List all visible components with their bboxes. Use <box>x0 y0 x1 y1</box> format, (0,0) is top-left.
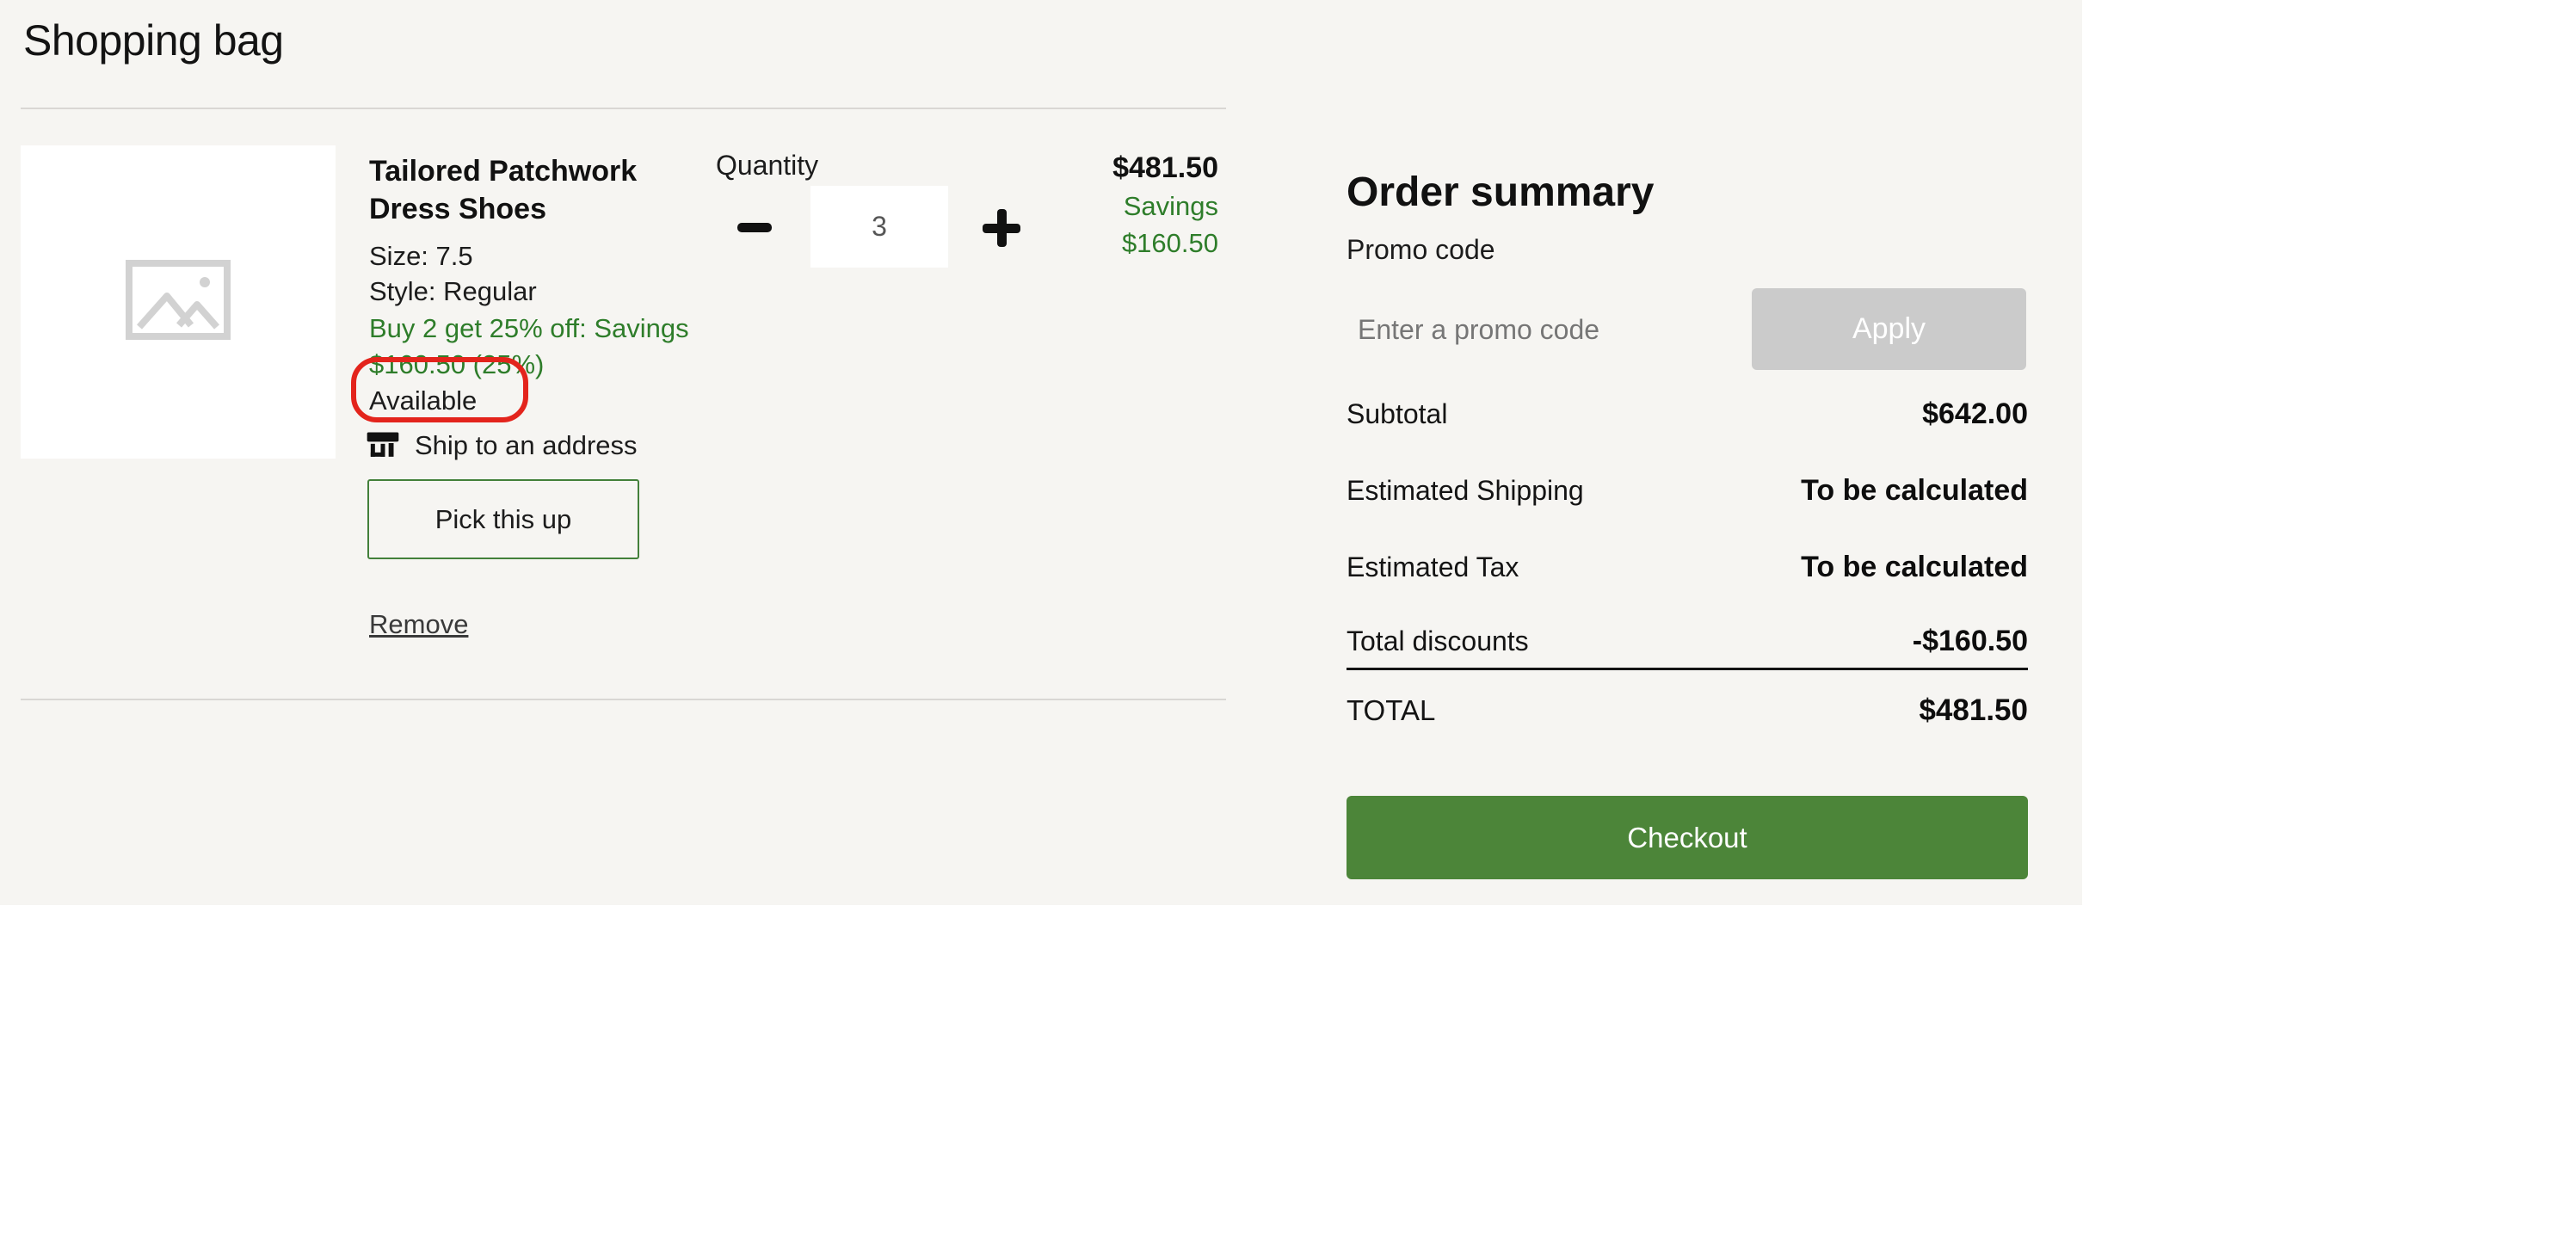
summary-row-shipping: Estimated Shipping To be calculated <box>1347 474 2028 508</box>
row-value: -$160.50 <box>1912 625 2028 657</box>
ship-option-row: Ship to an address <box>366 427 638 464</box>
quantity-decrease-button[interactable] <box>730 205 779 250</box>
summary-row-tax: Estimated Tax To be calculated <box>1347 551 2028 584</box>
quantity-label: Quantity <box>716 150 819 181</box>
page-title: Shopping bag <box>23 16 284 65</box>
total-value: $481.50 <box>1919 693 2028 727</box>
apply-promo-button[interactable]: Apply <box>1752 288 2026 370</box>
item-savings-value: $160.50 <box>1121 228 1218 258</box>
item-price: $481.50 <box>1112 151 1218 184</box>
promo-code-label: Promo code <box>1347 234 1495 265</box>
product-size: Size: 7.5 <box>369 241 473 271</box>
row-label: Estimated Shipping <box>1347 475 1584 506</box>
row-label: Subtotal <box>1347 398 1448 429</box>
order-summary-heading: Order summary <box>1347 169 1655 215</box>
remove-item-link[interactable]: Remove <box>369 609 469 639</box>
row-label: Estimated Tax <box>1347 551 1519 582</box>
availability-status: Available <box>369 385 478 416</box>
minus-icon <box>737 222 772 232</box>
image-placeholder-icon <box>126 260 231 344</box>
summary-row-total: TOTAL $481.50 <box>1347 693 2028 728</box>
promo-code-input[interactable] <box>1347 289 1742 370</box>
summary-row-subtotal: Subtotal $642.00 <box>1347 397 2028 431</box>
product-title: Tailored Patchwork Dress Shoes <box>369 155 638 225</box>
pick-this-up-button[interactable]: Pick this up <box>367 479 639 559</box>
quantity-increase-button[interactable] <box>981 207 1022 249</box>
row-value: $642.00 <box>1922 397 2028 430</box>
storefront-icon <box>366 427 400 464</box>
row-value: To be calculated <box>1801 551 2028 583</box>
plus-icon <box>997 209 1007 247</box>
row-value: To be calculated <box>1801 474 2028 507</box>
row-label: Total discounts <box>1347 625 1529 656</box>
item-price-column: $481.50 Savings $160.50 <box>926 149 1218 262</box>
quantity-input[interactable]: 3 <box>810 186 948 268</box>
total-divider <box>1347 668 2028 670</box>
ship-option-label: Ship to an address <box>415 429 638 460</box>
summary-row-discounts: Total discounts -$160.50 <box>1347 625 2028 658</box>
product-promo-text: Buy 2 get 25% off: Savings $160.50 (25%) <box>369 313 689 379</box>
cart-content-area: Shopping bag Tailored Patchwork Dress Sh… <box>0 0 2082 905</box>
item-savings-label: Savings <box>1123 191 1218 221</box>
checkout-button[interactable]: Checkout <box>1347 796 2028 879</box>
product-style: Style: Regular <box>369 276 537 306</box>
product-image-placeholder <box>21 145 336 459</box>
product-details: Tailored Patchwork Dress Shoes Size: 7.5… <box>369 152 713 419</box>
total-label: TOTAL <box>1347 694 1436 726</box>
divider <box>21 699 1226 700</box>
divider <box>21 108 1226 109</box>
